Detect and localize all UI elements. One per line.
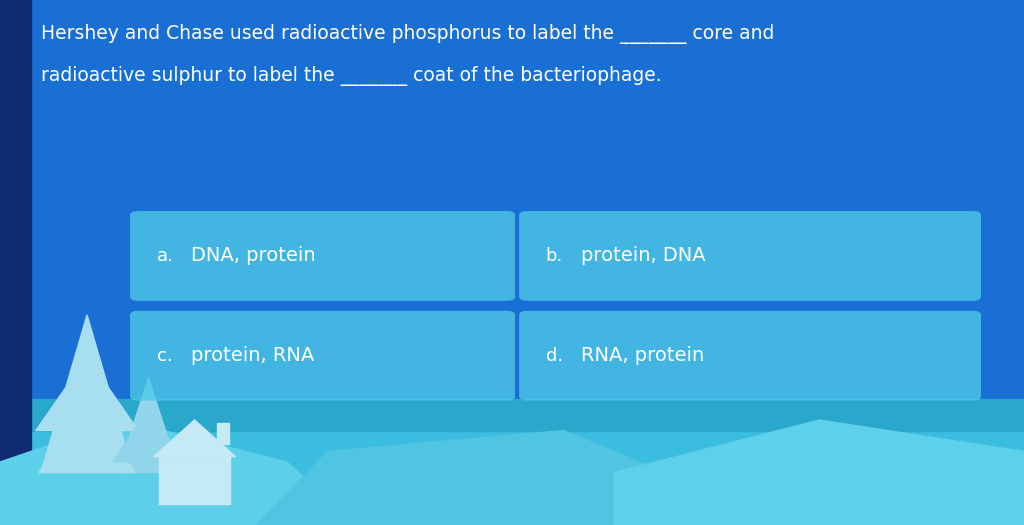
Polygon shape	[256, 430, 717, 525]
Text: radioactive sulphur to label the _______ coat of the bacteriophage.: radioactive sulphur to label the _______…	[41, 66, 662, 86]
FancyBboxPatch shape	[519, 211, 981, 301]
Text: a.: a.	[157, 247, 173, 265]
Polygon shape	[614, 420, 1024, 525]
Bar	[159, 457, 230, 504]
Text: Hershey and Chase used radioactive phosphorus to label the _______ core and: Hershey and Chase used radioactive phosp…	[41, 24, 774, 44]
Bar	[0, 0, 31, 525]
Bar	[0, 399, 1024, 430]
Polygon shape	[0, 420, 358, 525]
Polygon shape	[39, 399, 135, 472]
Text: d.: d.	[546, 346, 563, 365]
Polygon shape	[118, 378, 179, 472]
Polygon shape	[113, 410, 184, 462]
Bar	[217, 423, 229, 444]
Text: c.: c.	[157, 346, 172, 365]
Polygon shape	[154, 420, 236, 457]
FancyBboxPatch shape	[130, 311, 515, 401]
Text: DNA, protein: DNA, protein	[191, 246, 316, 266]
Text: protein, DNA: protein, DNA	[581, 246, 706, 266]
Text: protein, RNA: protein, RNA	[191, 346, 314, 365]
Text: RNA, protein: RNA, protein	[581, 346, 703, 365]
FancyBboxPatch shape	[130, 211, 515, 301]
FancyBboxPatch shape	[519, 311, 981, 401]
Polygon shape	[41, 315, 133, 472]
Polygon shape	[36, 357, 138, 430]
Text: b.: b.	[546, 247, 563, 265]
Bar	[0, 410, 1024, 525]
